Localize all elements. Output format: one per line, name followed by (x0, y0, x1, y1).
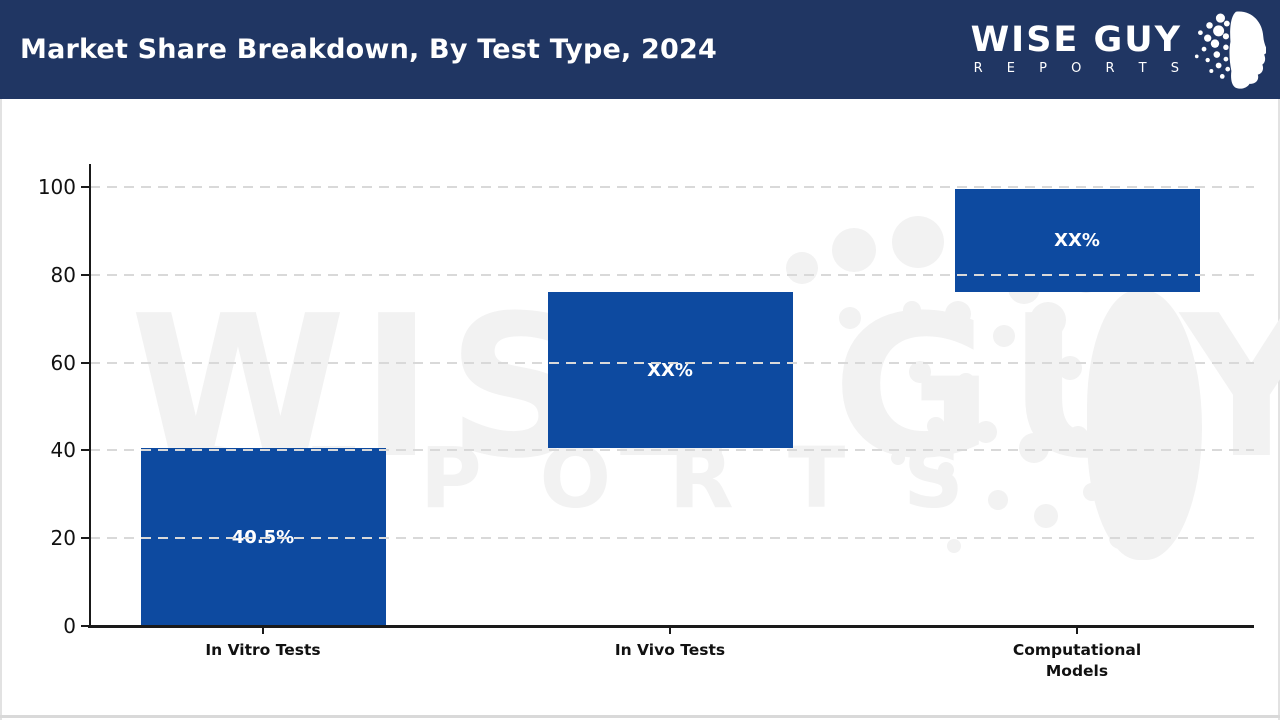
watermark-dot (1019, 433, 1049, 463)
y-tick-mark (81, 625, 90, 627)
logo-wordmark: WISE GUY R E P O R T S (970, 20, 1182, 77)
watermark-dot (862, 358, 878, 374)
watermark-dot (909, 361, 931, 383)
watermark-dot (892, 216, 944, 268)
watermark-dot (988, 490, 1008, 510)
y-tick-mark (81, 361, 90, 364)
y-tick-mark (81, 273, 90, 276)
gridline (90, 361, 1254, 364)
x-axis-spine (88, 625, 1254, 628)
watermark-dot (947, 539, 961, 553)
watermark-dot (1058, 356, 1082, 380)
x-tick-mark (262, 627, 264, 634)
watermark-dot (1034, 504, 1058, 528)
y-tick-mark (81, 186, 90, 188)
gridline (90, 186, 1254, 188)
watermark-face-blob (1087, 290, 1202, 560)
watermark-dot (975, 421, 997, 443)
y-tick-mark (81, 449, 90, 452)
bottom-edge-line (0, 715, 1280, 718)
category-label: Computational Models (1012, 641, 1142, 680)
logo-wise-guy-text: WISE GUY (970, 20, 1182, 60)
logo-reports-text: R E P O R T S (973, 61, 1189, 76)
page-title: Market Share Breakdown, By Test Type, 20… (20, 34, 718, 65)
y-axis-spine (89, 164, 91, 628)
watermark-dot (786, 252, 818, 284)
gridline (90, 273, 1254, 276)
watermark-dot (945, 301, 971, 327)
dotted-face-profile-icon (1194, 11, 1266, 89)
y-tick-label: 20 (50, 526, 76, 551)
y-tick-label: 80 (50, 262, 76, 287)
bar: XX% (954, 188, 1200, 293)
watermark-dot (1068, 426, 1088, 446)
watermark-dot (891, 451, 905, 465)
x-tick-mark (669, 627, 671, 634)
watermark-dot (1030, 302, 1066, 338)
bar: 40.5% (140, 448, 386, 626)
watermark-dot (993, 325, 1015, 347)
category-label: In Vivo Tests (614, 641, 726, 659)
y-tick-mark (81, 537, 90, 540)
gridline (90, 537, 1254, 540)
bar: XX% (547, 292, 793, 449)
wiseguy-logo: WISE GUY R E P O R T S (971, 7, 1266, 93)
bar-value-label: XX% (1054, 230, 1100, 252)
y-tick-label: 40 (50, 438, 76, 463)
watermark-dot (938, 462, 954, 478)
category-label: In Vitro Tests (205, 641, 321, 659)
watermark-dot (927, 417, 945, 435)
y-tick-label: 60 (50, 350, 76, 375)
bar-value-label: 40.5% (231, 526, 295, 548)
bar-value-label: XX% (647, 359, 693, 381)
y-tick-label: 100 (37, 175, 76, 199)
x-tick-mark (1076, 627, 1078, 634)
gridline (90, 449, 1254, 452)
y-tick-label: 0 (63, 614, 76, 638)
watermark-dot (839, 307, 861, 329)
watermark-dot (903, 301, 921, 319)
watermark-dot (832, 228, 876, 272)
watermark-dot (957, 373, 975, 391)
header-bar: Market Share Breakdown, By Test Type, 20… (0, 0, 1280, 99)
